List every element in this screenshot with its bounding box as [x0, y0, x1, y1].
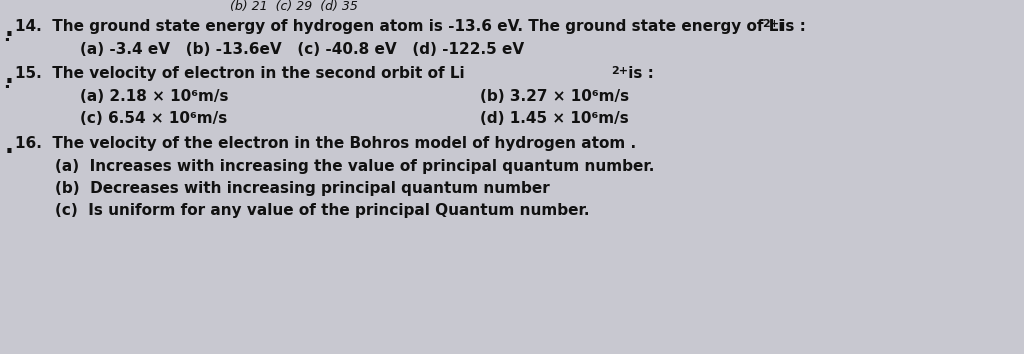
- Text: (b)  Decreases with increasing principal quantum number: (b) Decreases with increasing principal …: [55, 181, 550, 196]
- Text: (a) -3.4 eV   (b) -13.6eV   (c) -40.8 eV   (d) -122.5 eV: (a) -3.4 eV (b) -13.6eV (c) -40.8 eV (d)…: [80, 42, 524, 57]
- Text: .: .: [3, 27, 10, 45]
- Text: is :: is :: [623, 66, 654, 81]
- Text: .: .: [3, 74, 10, 92]
- Text: 2+: 2+: [611, 66, 628, 76]
- Text: (a)  Increases with increasing the value of principal quantum number.: (a) Increases with increasing the value …: [55, 159, 654, 174]
- Text: 16.  The velocity of the electron in the Bohros model of hydrogen atom .: 16. The velocity of the electron in the …: [15, 136, 636, 151]
- Text: .: .: [5, 17, 14, 41]
- Text: (d) 1.45 × 10⁶m/s: (d) 1.45 × 10⁶m/s: [480, 111, 629, 126]
- Text: (a) 2.18 × 10⁶m/s: (a) 2.18 × 10⁶m/s: [80, 89, 228, 104]
- Text: (b) 21  (c) 29  (d) 35: (b) 21 (c) 29 (d) 35: [230, 0, 357, 13]
- Text: .: .: [5, 134, 14, 158]
- Text: (c) 6.54 × 10⁶m/s: (c) 6.54 × 10⁶m/s: [80, 111, 227, 126]
- Text: 2+: 2+: [762, 19, 779, 29]
- Text: 15.  The velocity of electron in the second orbit of Li: 15. The velocity of electron in the seco…: [15, 66, 465, 81]
- Text: (b) 3.27 × 10⁶m/s: (b) 3.27 × 10⁶m/s: [480, 89, 629, 104]
- Text: is :: is :: [775, 19, 806, 34]
- Text: .: .: [5, 64, 14, 88]
- Text: (c)  Is uniform for any value of the principal Quantum number.: (c) Is uniform for any value of the prin…: [55, 203, 590, 218]
- Text: 14.  The ground state energy of hydrogen atom is -13.6 eV. The ground state ener: 14. The ground state energy of hydrogen …: [15, 19, 783, 34]
